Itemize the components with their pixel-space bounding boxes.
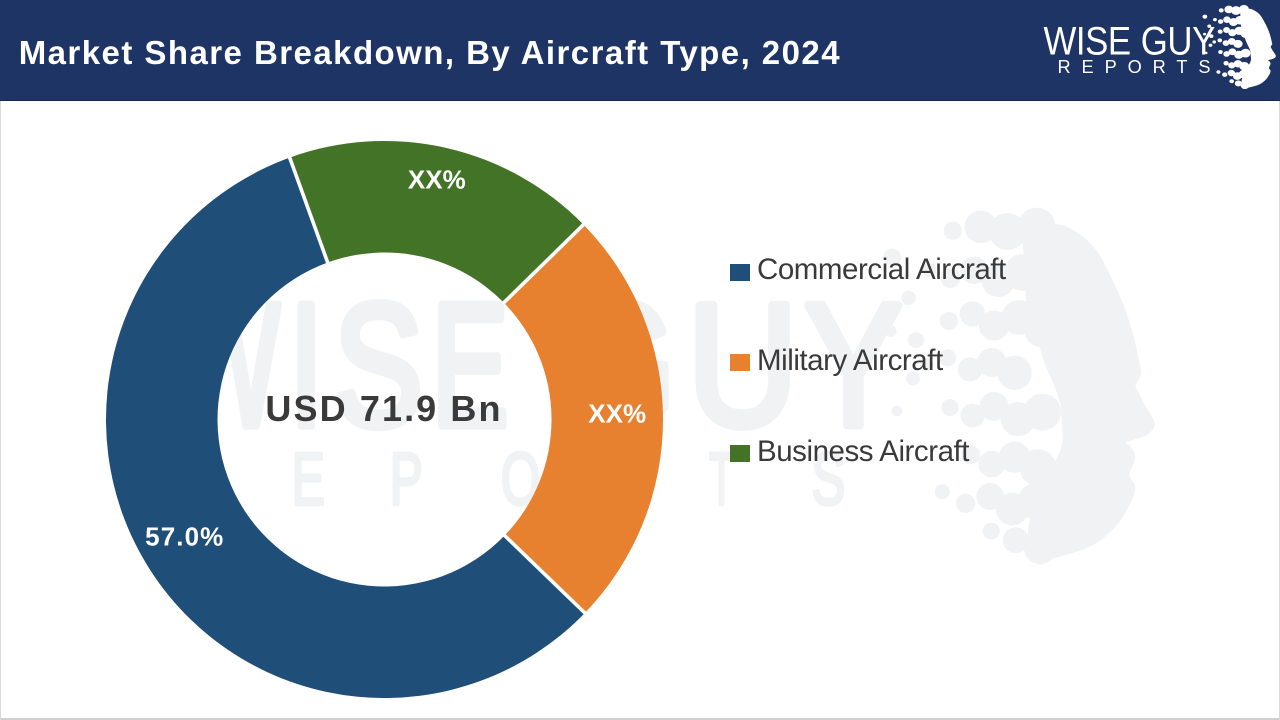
- svg-text:E: E: [432, 269, 509, 463]
- svg-text:Y: Y: [805, 268, 903, 463]
- svg-text:O: O: [501, 439, 540, 521]
- svg-text:S: S: [811, 439, 845, 521]
- svg-text:I: I: [290, 268, 323, 463]
- svg-text:S: S: [334, 268, 423, 462]
- svg-text:REPORTS: REPORTS: [1058, 57, 1222, 77]
- svg-text:P: P: [390, 439, 423, 521]
- svg-text:E: E: [292, 439, 325, 521]
- svg-text:WISE GUY: WISE GUY: [1044, 18, 1216, 63]
- svg-text:U: U: [688, 268, 798, 463]
